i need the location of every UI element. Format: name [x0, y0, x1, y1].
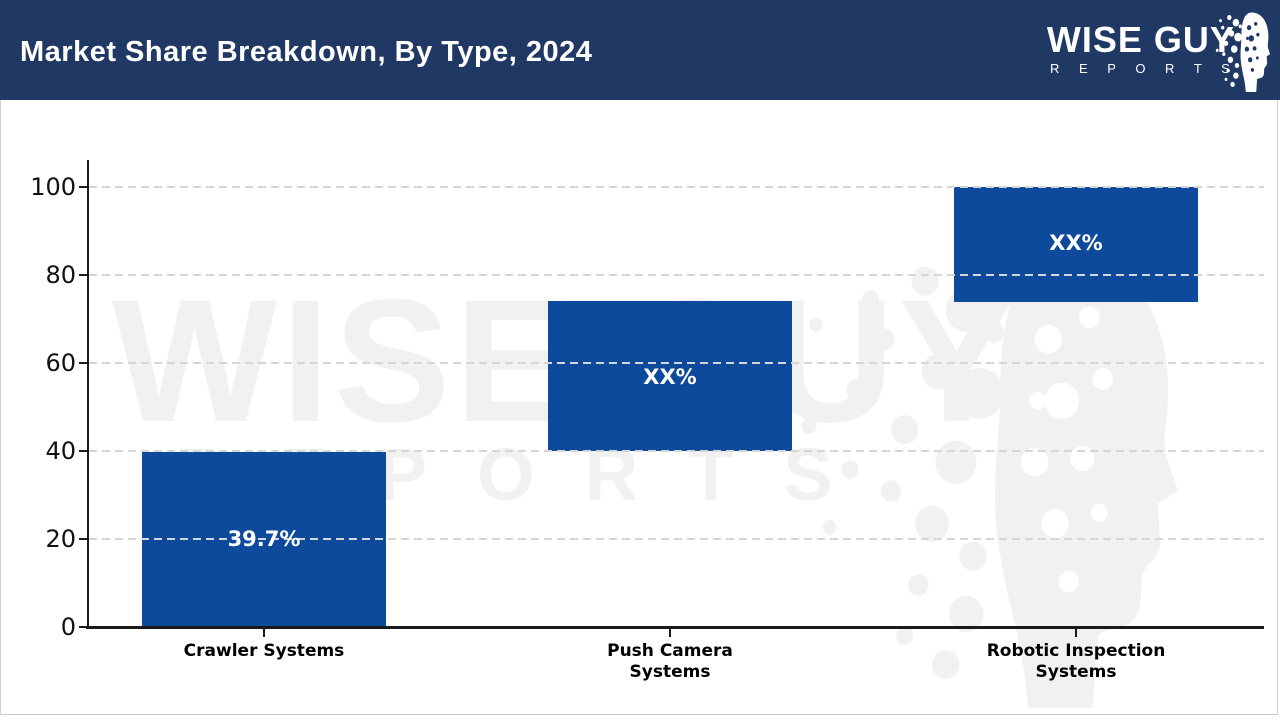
- gridline-100: [89, 186, 1264, 188]
- y-tick: [79, 274, 87, 276]
- y-tick-label: 20: [45, 525, 76, 553]
- wise-guy-reports-logo: WISE GUY R E P O R T S: [1020, 8, 1270, 94]
- x-category-label-push-camera-systems: Push Camera Systems: [520, 641, 820, 683]
- bar-push-camera-systems: [548, 301, 792, 451]
- watermark-head-profile-icon: [801, 252, 1178, 708]
- x-label-line: Crawler Systems: [183, 641, 345, 661]
- x-category-label-robotic-inspection-systems: Robotic Inspection Systems: [926, 641, 1226, 683]
- gridline-60: [89, 362, 1264, 364]
- x-label-line: Robotic Inspection: [986, 641, 1166, 661]
- y-tick: [79, 186, 87, 188]
- header-bar: Market Share Breakdown, By Type, 2024 WI…: [0, 0, 1280, 100]
- x-tick: [263, 629, 265, 637]
- y-tick: [79, 362, 87, 364]
- x-label-line: Systems: [1035, 662, 1117, 682]
- x-label-line: Push Camera: [607, 641, 733, 661]
- x-tick: [669, 629, 671, 637]
- chart-title: Market Share Breakdown, By Type, 2024: [20, 36, 593, 68]
- x-tick: [1075, 629, 1077, 637]
- y-tick: [79, 626, 87, 628]
- gridline-80: [89, 274, 1264, 276]
- y-tick-label: 40: [45, 437, 76, 465]
- logo-head-profile-icon: [1215, 12, 1270, 92]
- bar-value-label: 39.7%: [227, 527, 301, 551]
- bar-value-label: XX%: [1049, 231, 1103, 255]
- y-axis-line: [87, 160, 89, 628]
- x-axis-line: [86, 626, 1264, 629]
- x-category-label-crawler-systems: Crawler Systems: [114, 641, 414, 662]
- bar-robotic-inspection-systems: [954, 187, 1198, 302]
- y-tick: [79, 450, 87, 452]
- logo-subtitle: R E P O R T S: [1050, 61, 1238, 76]
- gridline-20: [89, 538, 1264, 540]
- bar-value-label: XX%: [643, 365, 697, 389]
- x-label-line: Systems: [629, 662, 711, 682]
- logo-text: WISE GUY R E P O R T S: [1044, 19, 1238, 77]
- gridline-40: [89, 450, 1264, 452]
- y-tick-label: 60: [45, 349, 76, 377]
- y-tick-label: 100: [30, 173, 76, 201]
- y-tick-label: 80: [45, 261, 76, 289]
- y-tick-label: 0: [60, 613, 76, 641]
- logo-wordmark: WISE GUY: [1046, 19, 1235, 60]
- y-tick: [79, 538, 87, 540]
